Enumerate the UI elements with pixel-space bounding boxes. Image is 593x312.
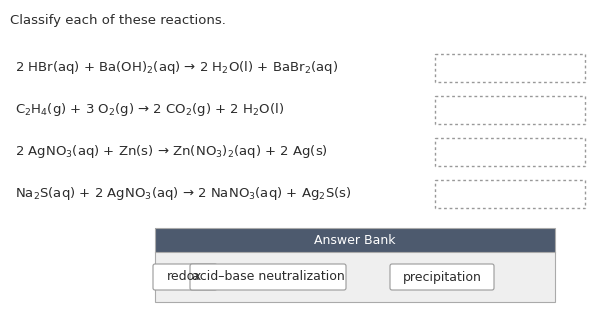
Text: acid–base neutralization: acid–base neutralization <box>192 271 345 284</box>
Text: Answer Bank: Answer Bank <box>314 233 396 246</box>
Bar <box>435 180 585 208</box>
Bar <box>435 54 585 82</box>
Text: C$_2$H$_4$(g) + 3 O$_2$(g) → 2 CO$_2$(g) + 2 H$_2$O(l): C$_2$H$_4$(g) + 3 O$_2$(g) → 2 CO$_2$(g)… <box>15 101 284 119</box>
Text: 2 HBr(aq) + Ba(OH)$_2$(aq) → 2 H$_2$O(l) + BaBr$_2$(aq): 2 HBr(aq) + Ba(OH)$_2$(aq) → 2 H$_2$O(l)… <box>15 60 338 76</box>
FancyBboxPatch shape <box>190 264 346 290</box>
Text: redox: redox <box>167 271 203 284</box>
Text: precipitation: precipitation <box>403 271 482 284</box>
Text: Classify each of these reactions.: Classify each of these reactions. <box>10 14 226 27</box>
FancyBboxPatch shape <box>153 264 217 290</box>
Bar <box>155 252 555 302</box>
Bar <box>155 228 555 302</box>
Bar <box>155 228 555 252</box>
Bar <box>435 138 585 166</box>
Text: Na$_2$S(aq) + 2 AgNO$_3$(aq) → 2 NaNO$_3$(aq) + Ag$_2$S(s): Na$_2$S(aq) + 2 AgNO$_3$(aq) → 2 NaNO$_3… <box>15 186 352 202</box>
FancyBboxPatch shape <box>390 264 494 290</box>
Text: 2 AgNO$_3$(aq) + Zn(s) → Zn(NO$_3$)$_2$(aq) + 2 Ag(s): 2 AgNO$_3$(aq) + Zn(s) → Zn(NO$_3$)$_2$(… <box>15 144 328 160</box>
Bar <box>435 96 585 124</box>
